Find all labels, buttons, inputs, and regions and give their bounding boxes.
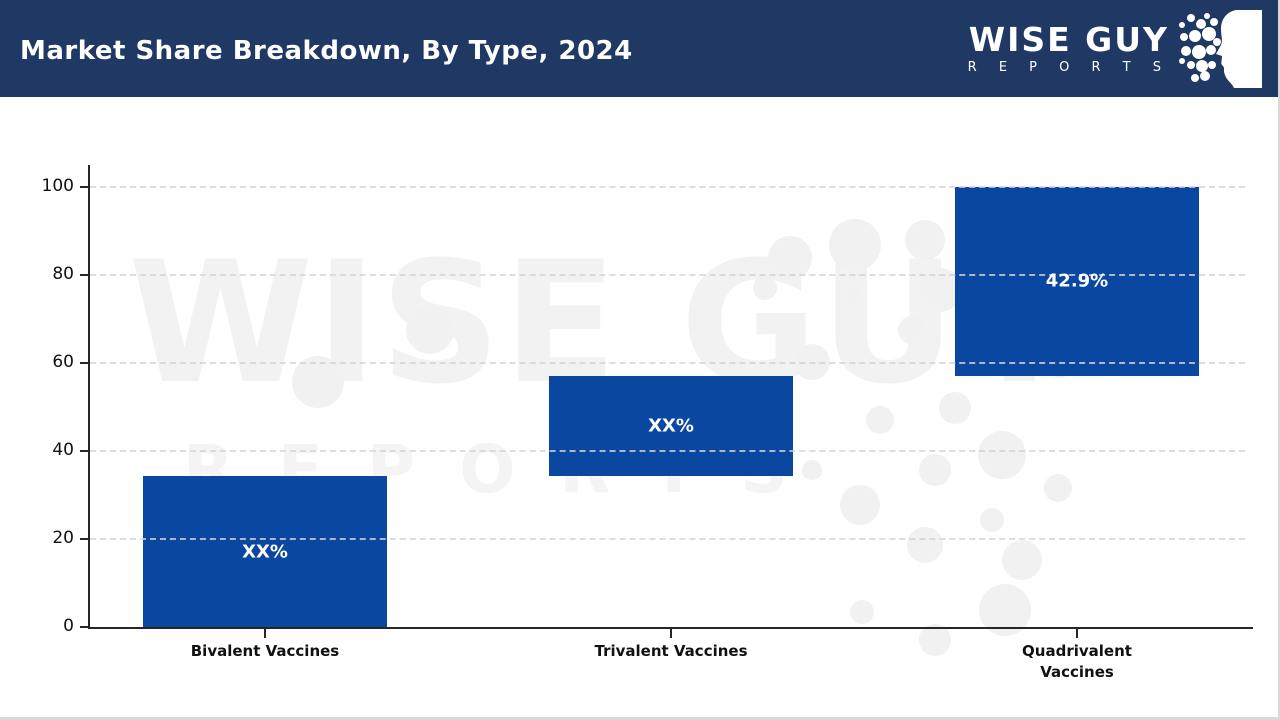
y-tick-label: 20 [52, 528, 74, 548]
bar-value-label: XX% [242, 541, 288, 563]
y-axis-spine [88, 165, 90, 629]
x-tick-mark [1076, 629, 1078, 638]
bar-value-label: XX% [648, 415, 694, 437]
y-tick-mark [80, 362, 88, 364]
x-tick-mark [670, 629, 672, 638]
brand-logo: WISE GUY R E P O R T S [968, 8, 1262, 90]
y-tick-mark [80, 274, 88, 276]
header-bar: Market Share Breakdown, By Type, 2024 WI… [0, 0, 1278, 97]
y-tick-mark [80, 450, 88, 452]
y-tick-mark [80, 538, 88, 540]
brand-logo-text: WISE GUY R E P O R T S [968, 22, 1170, 76]
y-tick-label: 0 [63, 616, 74, 636]
x-axis-label: Trivalent Vaccines [594, 642, 748, 660]
y-tick-label: 40 [52, 440, 74, 460]
y-tick-mark [80, 186, 88, 188]
brand-name: WISE GUY [968, 20, 1169, 59]
gridline-20 [90, 538, 1245, 540]
bar-1 [143, 476, 387, 627]
brand-subname: R E P O R T S [967, 60, 1170, 75]
brand-head-icon [1179, 10, 1262, 88]
bar-value-label: 42.9% [1045, 270, 1109, 292]
x-tick-mark [264, 629, 266, 638]
gridline-40 [90, 450, 1245, 452]
y-tick-label: 80 [52, 264, 74, 284]
page-title: Market Share Breakdown, By Type, 2024 [20, 36, 633, 66]
y-tick-label: 100 [41, 176, 74, 196]
y-tick-label: 60 [52, 352, 74, 372]
bar-3 [955, 187, 1199, 376]
bar-2 [549, 375, 793, 477]
gridline-100 [90, 186, 1245, 188]
x-axis-label: Quadrivalent Vaccines [1022, 642, 1132, 681]
x-axis-spine [88, 627, 1253, 629]
y-tick-mark [80, 626, 88, 628]
gridline-60 [90, 362, 1245, 364]
x-axis-label: Bivalent Vaccines [190, 642, 340, 660]
gridline-80 [90, 274, 1245, 276]
